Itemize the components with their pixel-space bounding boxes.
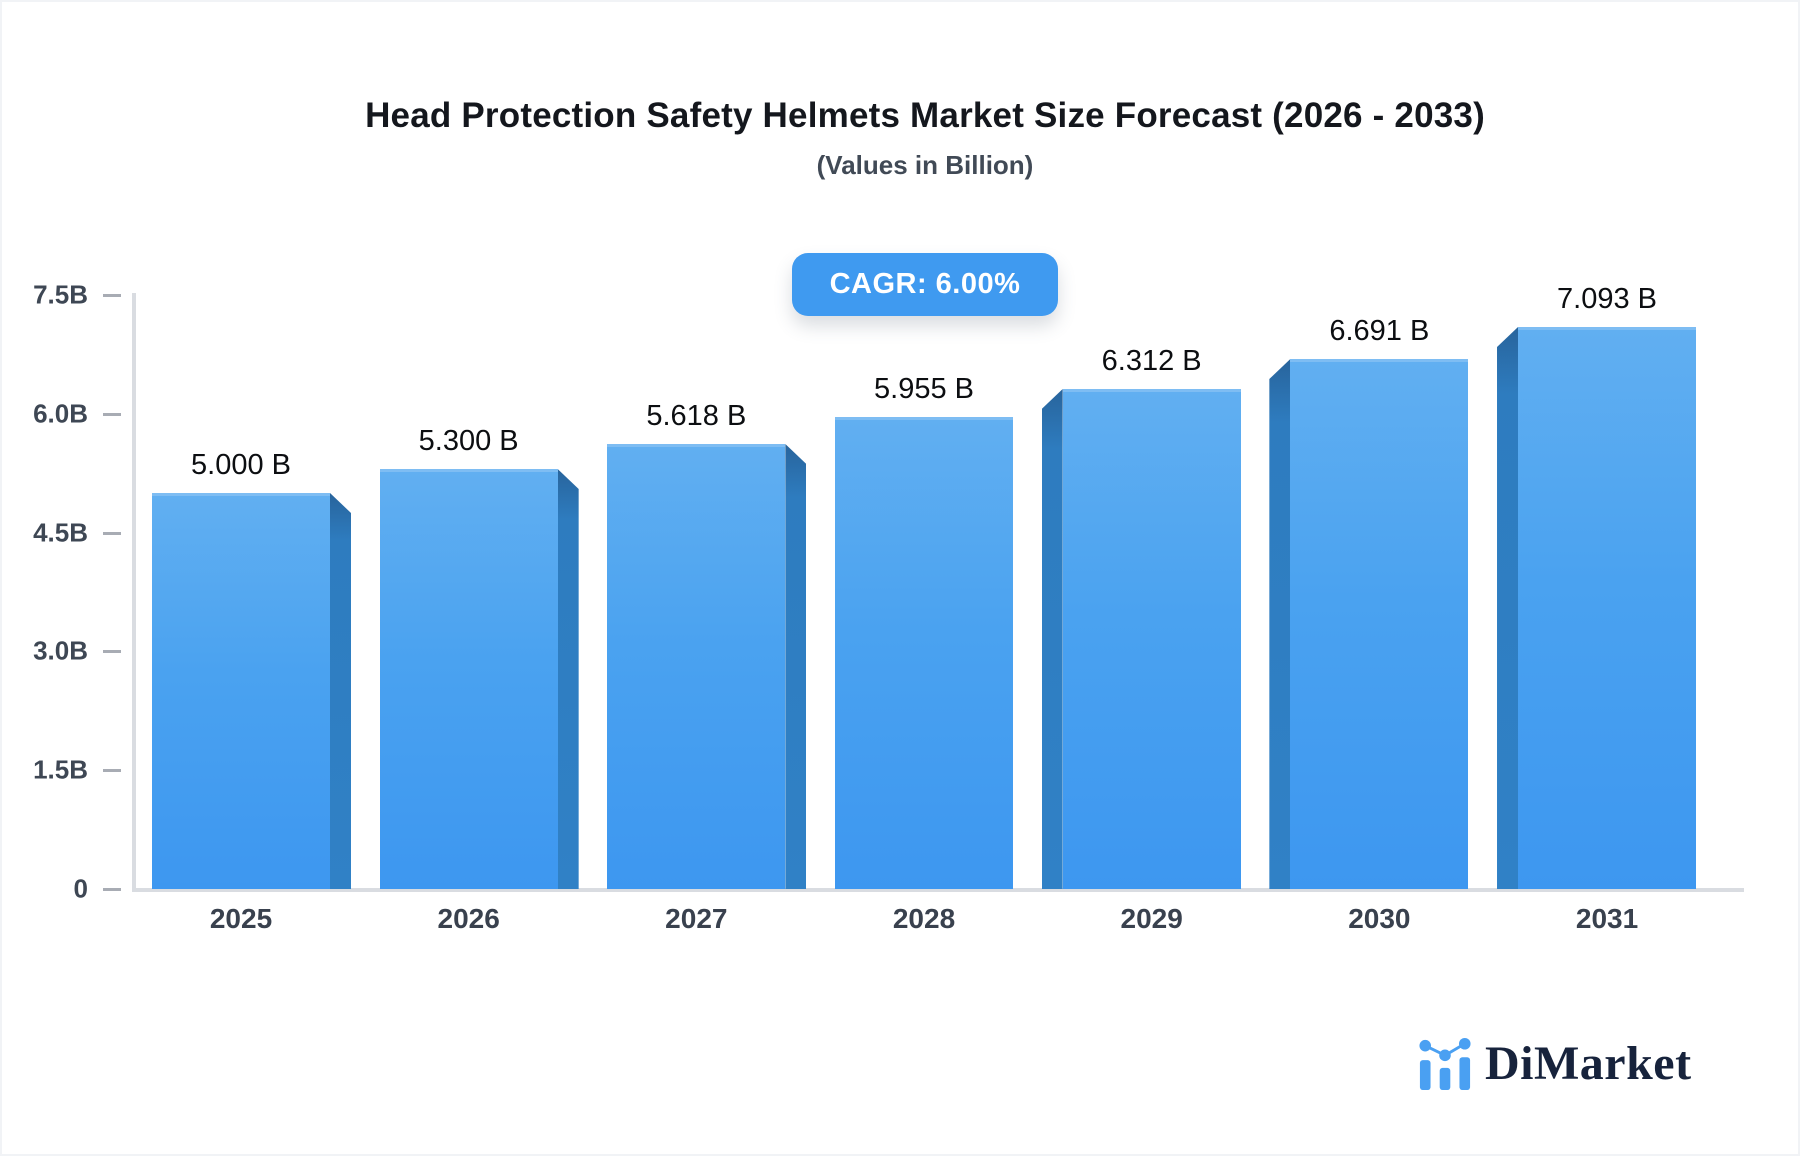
y-axis-tick-dash: [103, 769, 121, 772]
x-axis-tick-label: 2025: [209, 903, 273, 934]
bar-side-panel: [1041, 389, 1063, 889]
y-axis-tick-label: 1.5B: [33, 754, 88, 785]
y-axis-tick-label: 7.5B: [33, 279, 88, 310]
bar-2028[interactable]: [835, 417, 1013, 889]
y-axis-tick-dash: [103, 532, 121, 535]
bar-face: [835, 417, 1013, 889]
chart-title: Head Protection Safety Helmets Market Si…: [365, 96, 1485, 135]
x-axis-tick-label: 2026: [437, 903, 500, 934]
bar-value-label: 6.691 B: [1329, 315, 1430, 347]
bar-2027[interactable]: [607, 444, 807, 889]
bar-face: [607, 444, 786, 889]
bar-face: [1290, 359, 1469, 889]
cagr-badge-wrap: CAGR: 6.00%: [62, 253, 1788, 316]
brand-logo: DiMarket: [1416, 1036, 1692, 1091]
bar-side-panel: [1497, 327, 1519, 889]
y-axis-line: [132, 293, 136, 892]
bar-2030[interactable]: [1269, 359, 1469, 889]
bar-side-panel: [1269, 359, 1291, 889]
bar-face: [152, 493, 330, 889]
bar-2031[interactable]: [1497, 327, 1697, 889]
x-axis-tick-label: 2030: [1348, 903, 1411, 934]
y-axis-tick-label: 0: [73, 873, 88, 904]
y-axis-tick-dash: [103, 413, 121, 416]
bar-value-label: 5.000 B: [191, 449, 291, 481]
bar-value-label: 5.618 B: [646, 400, 747, 432]
x-axis-line: [132, 888, 1744, 892]
bar-2029[interactable]: [1041, 389, 1241, 889]
bar-value-label: 6.312 B: [1101, 345, 1202, 377]
bar-value-label: 5.300 B: [418, 425, 519, 457]
bar-side-panel: [785, 444, 807, 889]
bar-face: [1062, 389, 1241, 889]
bar-side-panel: [330, 493, 351, 889]
bar-side-panel: [557, 469, 579, 889]
cagr-badge: CAGR: 6.00%: [791, 253, 1059, 316]
y-axis-tick-label: 4.5B: [33, 517, 88, 548]
y-axis-tick-dash: [103, 888, 121, 891]
y-axis-tick-label: 3.0B: [33, 635, 88, 666]
y-axis-tick-dash: [103, 650, 121, 653]
x-axis-tick-label: 2029: [1120, 903, 1183, 934]
bar-value-label: 5.955 B: [874, 373, 974, 405]
brand-logo-text: DiMarket: [1485, 1037, 1692, 1090]
bar-face: [379, 469, 558, 889]
bar-2026[interactable]: [379, 469, 579, 889]
y-axis-tick-label: 6.0B: [33, 398, 88, 429]
x-axis-tick-label: 2031: [1575, 903, 1639, 934]
bar-2025[interactable]: [152, 493, 351, 889]
bar-value-label: 7.093 B: [1557, 283, 1658, 315]
x-axis-tick-label: 2027: [665, 903, 728, 934]
y-axis-tick-dash: [103, 294, 121, 297]
bar-face: [1518, 327, 1697, 889]
x-axis-tick-label: 2028: [892, 903, 956, 934]
chart-subtitle: (Values in Billion): [816, 150, 1034, 180]
bar-chart-logo-icon: [1416, 1037, 1474, 1091]
